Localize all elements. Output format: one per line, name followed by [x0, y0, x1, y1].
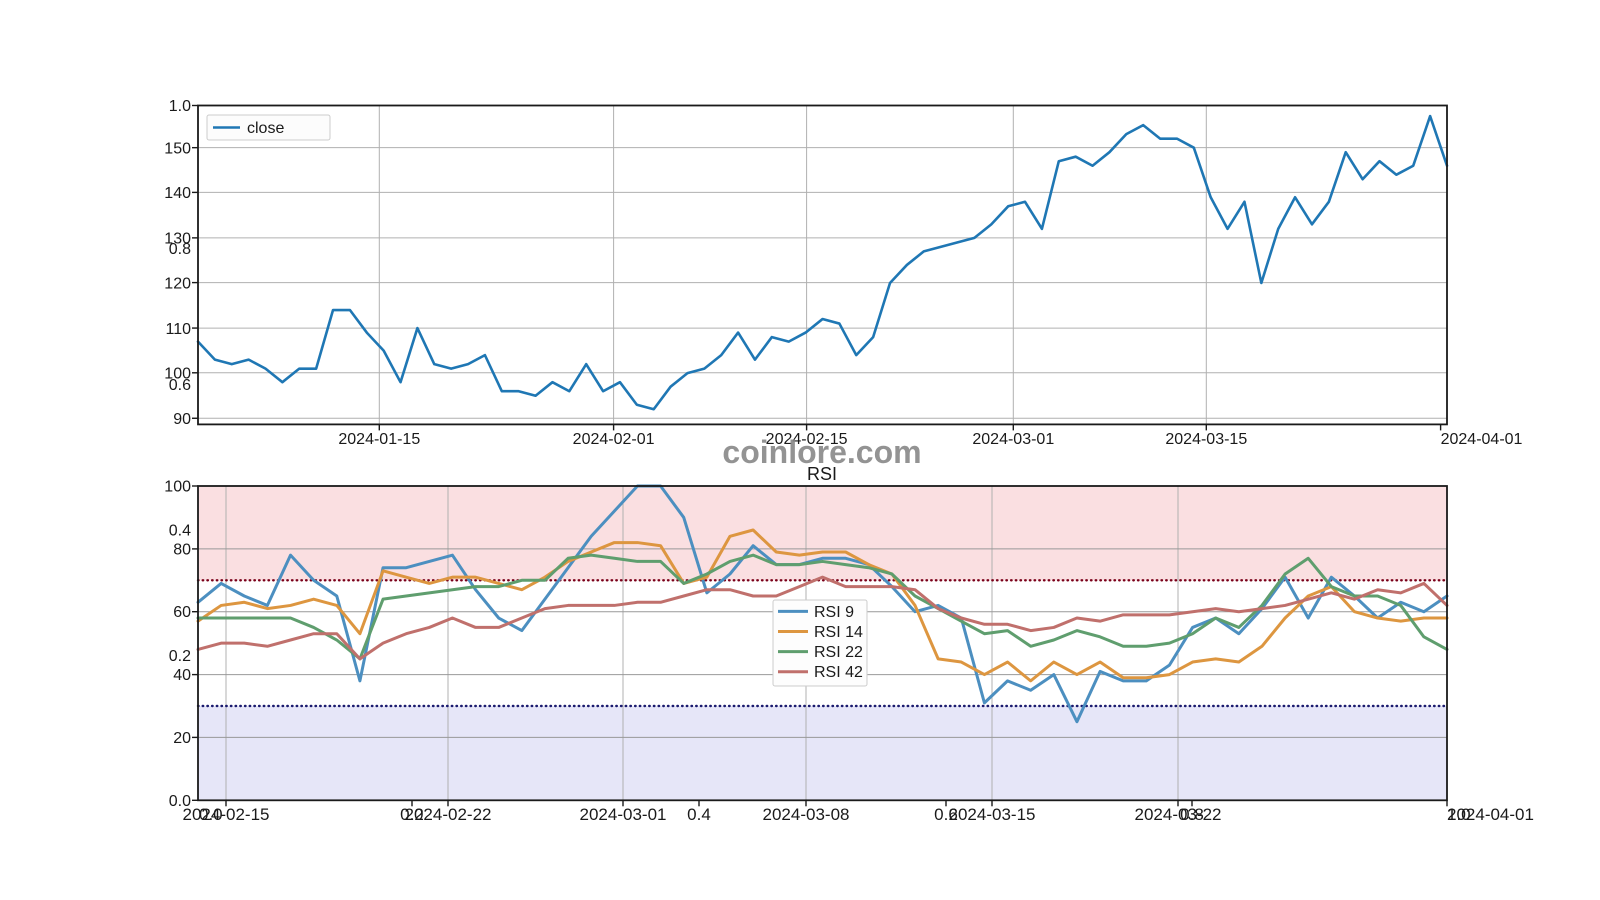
- svg-text:2024-03-22: 2024-03-22: [1135, 805, 1222, 824]
- svg-text:close: close: [247, 120, 284, 137]
- svg-text:2024-03-15: 2024-03-15: [1165, 431, 1247, 448]
- svg-text:60: 60: [173, 604, 191, 621]
- svg-text:1.0: 1.0: [169, 98, 191, 115]
- svg-text:2024-02-01: 2024-02-01: [573, 431, 655, 448]
- svg-text:2024-03-15: 2024-03-15: [949, 805, 1036, 824]
- svg-text:RSI 22: RSI 22: [814, 644, 863, 661]
- svg-text:110: 110: [165, 321, 191, 338]
- svg-text:0.4: 0.4: [687, 805, 711, 824]
- svg-text:2024-02-15: 2024-02-15: [183, 805, 270, 824]
- svg-text:0.2: 0.2: [400, 805, 424, 824]
- svg-text:2024-01-15: 2024-01-15: [338, 431, 420, 448]
- svg-text:RSI 9: RSI 9: [814, 604, 854, 621]
- svg-text:2024-03-01: 2024-03-01: [972, 431, 1054, 448]
- svg-text:0.8: 0.8: [169, 241, 191, 258]
- svg-text:0.0: 0.0: [199, 805, 223, 824]
- svg-text:40: 40: [173, 667, 191, 684]
- svg-text:RSI: RSI: [807, 464, 837, 484]
- svg-text:1.0: 1.0: [1447, 805, 1471, 824]
- svg-text:0.6: 0.6: [934, 805, 958, 824]
- svg-text:2024-04-01: 2024-04-01: [1441, 431, 1523, 448]
- svg-text:80: 80: [173, 541, 191, 558]
- svg-text:90: 90: [173, 411, 191, 428]
- svg-text:120: 120: [164, 275, 191, 292]
- svg-text:0.2: 0.2: [169, 648, 191, 665]
- svg-text:0.6: 0.6: [169, 377, 191, 394]
- svg-text:0.4: 0.4: [169, 522, 191, 539]
- svg-text:0.8: 0.8: [1180, 805, 1204, 824]
- svg-text:140: 140: [164, 185, 191, 202]
- svg-text:20: 20: [173, 730, 191, 747]
- svg-text:RSI 42: RSI 42: [814, 664, 863, 681]
- svg-text:RSI 14: RSI 14: [814, 624, 863, 641]
- svg-text:2024-03-08: 2024-03-08: [763, 805, 850, 824]
- svg-text:150: 150: [164, 140, 191, 157]
- svg-text:2024-03-01: 2024-03-01: [580, 805, 667, 824]
- svg-text:100: 100: [164, 479, 191, 496]
